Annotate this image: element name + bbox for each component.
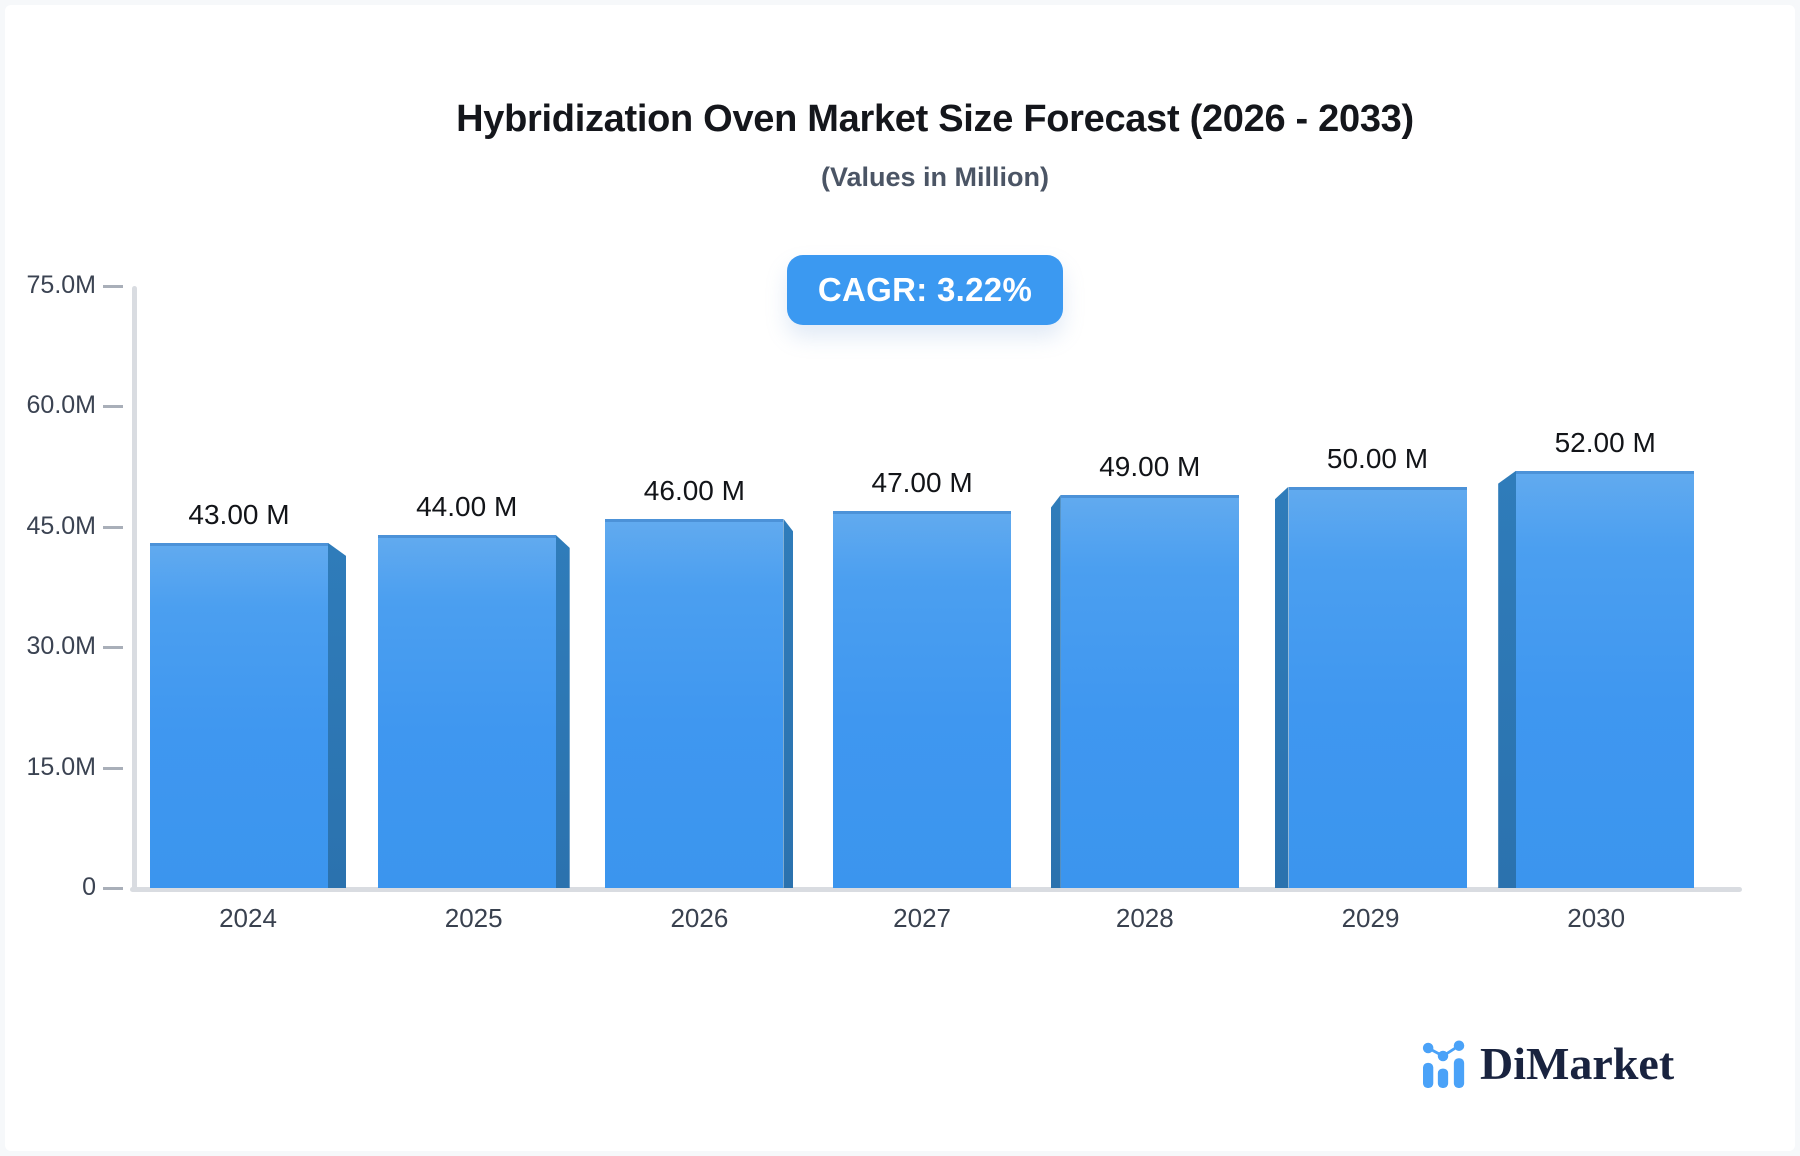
bar-value-label: 49.00 M	[1099, 450, 1201, 482]
mini-bar-chart-icon	[1422, 1040, 1465, 1088]
y-tick-mark	[103, 646, 123, 650]
bar-value-label: 52.00 M	[1554, 426, 1656, 458]
x-tick-label: 2029	[1341, 903, 1400, 933]
bar-2025	[377, 534, 556, 888]
y-tick-label: 60.0M	[26, 391, 96, 420]
y-tick-label: 15.0M	[26, 752, 96, 781]
bar-side-face	[1274, 486, 1289, 888]
bar-2027	[833, 510, 1012, 888]
y-tick-mark	[103, 405, 123, 409]
bar-side-face	[783, 518, 794, 888]
bar-2030	[1516, 470, 1695, 888]
y-tick-mark	[103, 525, 123, 529]
bar-2029	[1288, 486, 1467, 888]
dimarket-logo: DiMarket	[1420, 1040, 1674, 1088]
cagr-badge: CAGR: 3.22%	[787, 255, 1063, 325]
chart-title: Hybridization Oven Market Size Forecast …	[456, 98, 1414, 140]
bar-value-label: 43.00 M	[188, 498, 290, 530]
bar-side-face	[1050, 494, 1061, 888]
x-tick-label: 2025	[444, 903, 503, 933]
bar-2024	[150, 542, 328, 888]
cagr-badge-label: CAGR: 3.22%	[817, 271, 1033, 308]
logo-text: DiMarket	[1480, 1038, 1675, 1089]
y-tick-mark	[103, 285, 123, 288]
bar-value-label: 47.00 M	[871, 466, 973, 498]
x-tick-label: 2026	[670, 903, 729, 933]
chart-card: Hybridization Oven Market Size Forecast …	[5, 5, 1795, 1151]
x-tick-label: 2028	[1115, 903, 1174, 933]
y-tick-mark	[103, 766, 123, 770]
y-axis-line	[132, 286, 137, 890]
chart-subtitle: (Values in Million)	[820, 162, 1050, 192]
bar-2026	[605, 518, 784, 888]
y-tick-label: 0	[82, 873, 96, 901]
bar-side-face	[1498, 470, 1517, 888]
y-tick-mark	[103, 887, 123, 890]
bar-value-label: 50.00 M	[1326, 442, 1429, 474]
bar-2028	[1060, 494, 1239, 888]
y-tick-label: 45.0M	[26, 511, 96, 540]
x-tick-label: 2027	[893, 903, 952, 933]
x-axis-line	[130, 887, 1742, 892]
y-tick-label: 30.0M	[26, 632, 96, 661]
bar-value-label: 44.00 M	[416, 490, 518, 522]
bar-side-face	[555, 534, 570, 888]
bar-side-face	[328, 542, 346, 888]
x-tick-label: 2024	[219, 903, 277, 933]
x-tick-label: 2030	[1567, 903, 1626, 933]
bar-value-label: 46.00 M	[643, 474, 745, 506]
y-tick-label: 75.0M	[26, 271, 96, 299]
